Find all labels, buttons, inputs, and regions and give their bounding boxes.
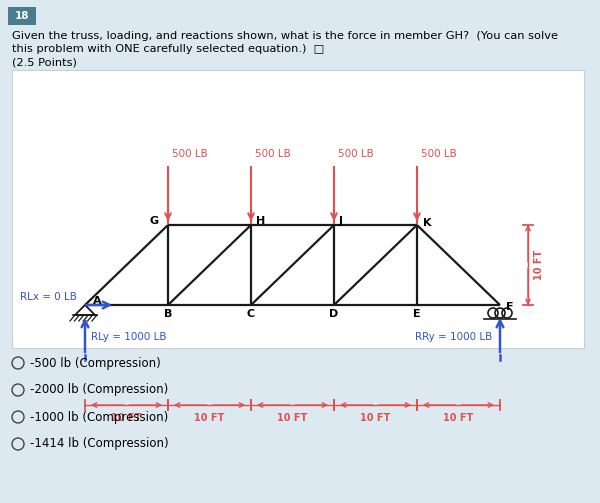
Bar <box>12 70 584 348</box>
Text: 10 FT: 10 FT <box>277 413 308 423</box>
Text: (2.5 Points): (2.5 Points) <box>12 57 77 67</box>
Text: D: D <box>329 309 338 319</box>
Text: -500 lb (Compression): -500 lb (Compression) <box>30 357 161 370</box>
Text: 500 LB: 500 LB <box>172 149 208 159</box>
Text: 500 LB: 500 LB <box>421 149 457 159</box>
Text: 10 FT: 10 FT <box>361 413 391 423</box>
Text: B: B <box>164 309 172 319</box>
Text: G: G <box>150 216 159 226</box>
Text: 18: 18 <box>15 11 29 21</box>
Text: 500 LB: 500 LB <box>338 149 374 159</box>
Text: RRy = 1000 LB: RRy = 1000 LB <box>415 332 492 343</box>
Text: Given the truss, loading, and reactions shown, what is the force in member GH?  : Given the truss, loading, and reactions … <box>12 31 558 41</box>
Text: J: J <box>339 216 343 226</box>
Bar <box>8 7 36 25</box>
Text: this problem with ONE carefully selected equation.)  □: this problem with ONE carefully selected… <box>12 44 325 54</box>
Text: -2000 lb (Compression): -2000 lb (Compression) <box>30 383 168 396</box>
Text: -1414 lb (Compression): -1414 lb (Compression) <box>30 438 169 451</box>
Text: 10 FT: 10 FT <box>534 250 544 280</box>
Text: 10 FT: 10 FT <box>443 413 473 423</box>
Text: 500 LB: 500 LB <box>255 149 291 159</box>
Text: 10 FT: 10 FT <box>112 413 142 423</box>
Text: C: C <box>247 309 255 319</box>
Text: RLy = 1000 LB: RLy = 1000 LB <box>91 332 167 343</box>
Text: E: E <box>413 309 421 319</box>
Text: F: F <box>506 302 514 312</box>
Text: RLx = 0 LB: RLx = 0 LB <box>20 292 77 302</box>
Text: H: H <box>256 216 265 226</box>
Text: -1000 lb (Compression): -1000 lb (Compression) <box>30 410 168 424</box>
Text: K: K <box>423 218 431 228</box>
Text: A: A <box>93 296 101 306</box>
Text: 10 FT: 10 FT <box>194 413 224 423</box>
